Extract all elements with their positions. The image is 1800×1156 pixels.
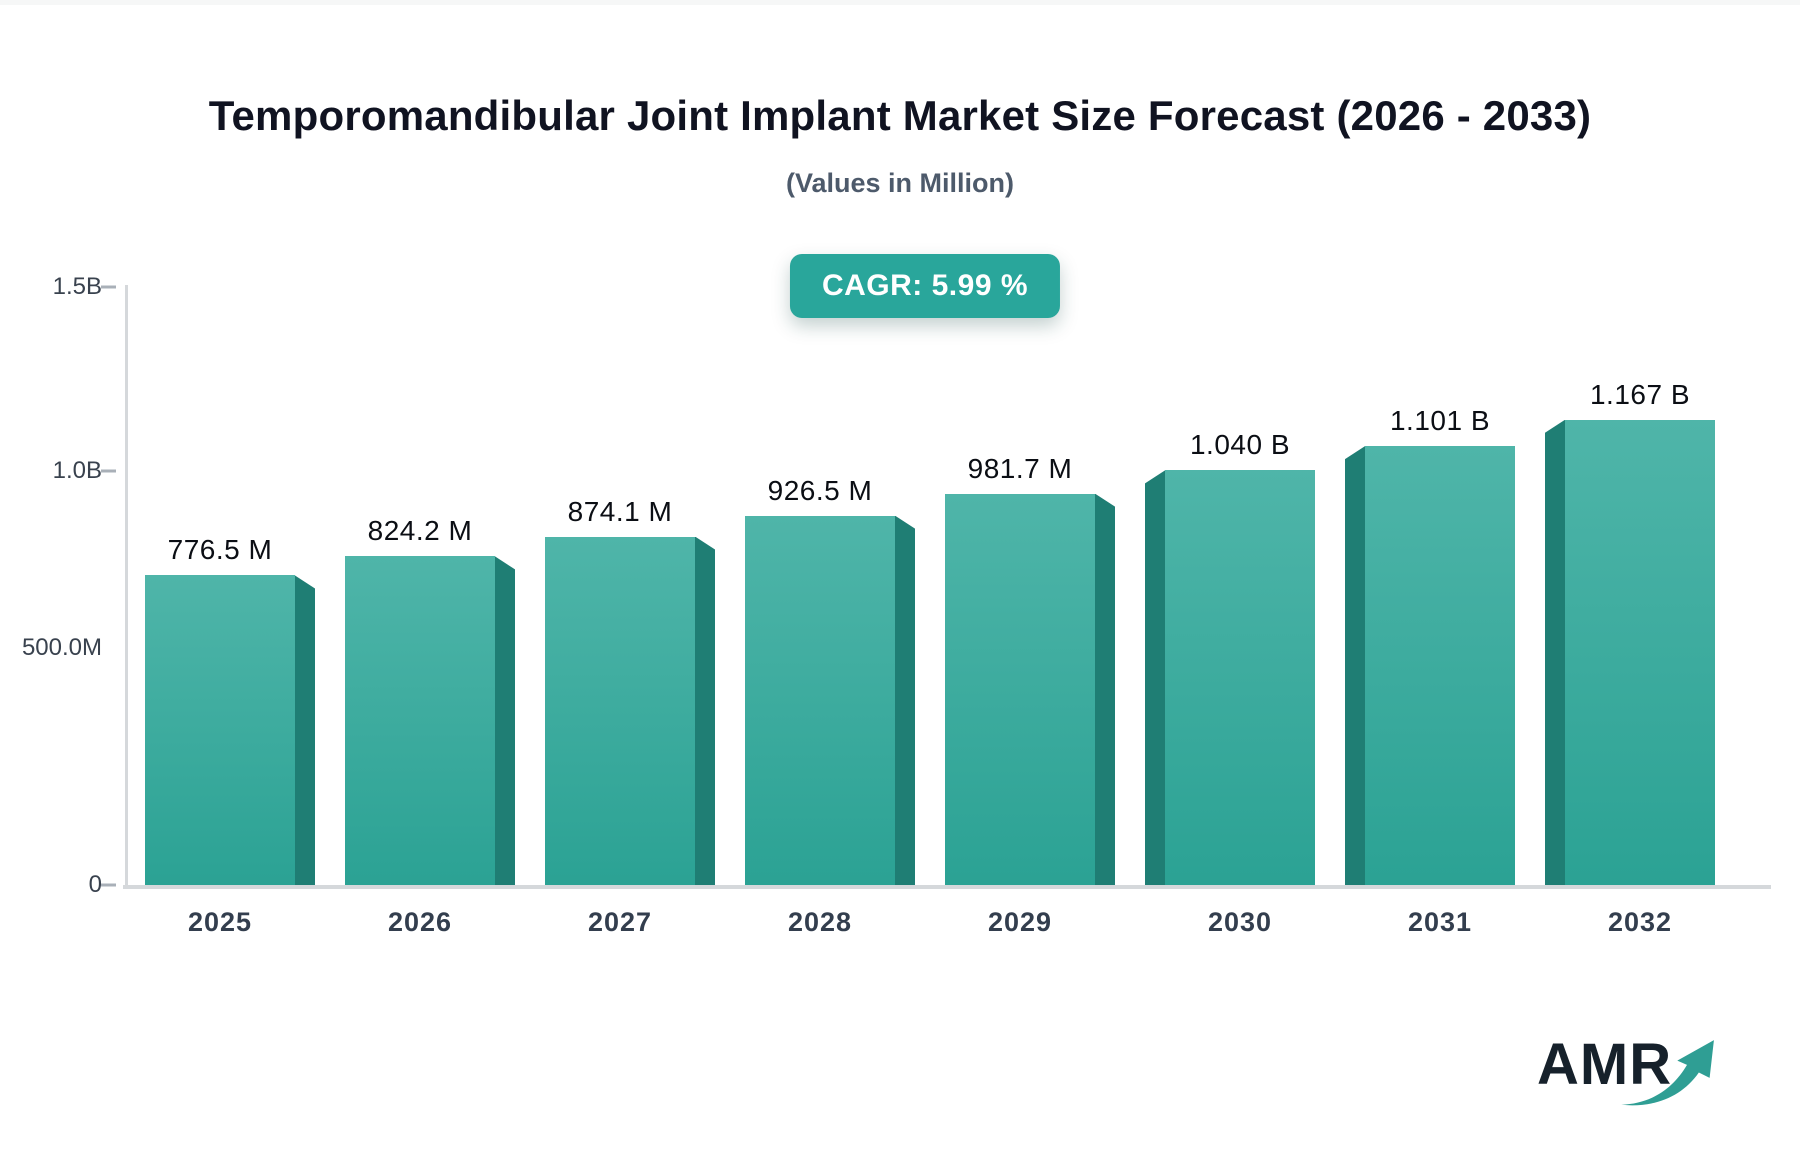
bar-face [545,536,695,885]
bar-3d-side [1095,493,1115,885]
bar-chart-plot-area: 1.5B 1.0B 500.0M 0 776.5 M 824.2 M 874.1 M… [22,273,1771,937]
bar-face [945,493,1095,885]
bar-3d-side [1345,446,1365,885]
y-axis-label-1-5b: 1.5B [52,273,102,300]
y-axis-line [125,285,128,885]
x-axis-label-2031: 2031 [1407,907,1473,937]
x-axis-label-slot: 2032 [1530,907,1730,938]
y-axis-label-1-0b: 1.0B [52,457,102,485]
growth-arrow-icon [1621,1040,1714,1106]
bar-2030: 1.040 B [1145,429,1315,885]
bar-2026: 824.2 M [345,515,515,885]
bar-face [745,515,895,885]
x-axis-label-slot: 2025 [130,907,330,938]
bar-2031: 1.101 B [1345,405,1515,885]
bar-slot: 874.1 M [530,287,730,885]
y-axis-label-500m: 500.0M [21,634,102,662]
bar-3d-side [1145,470,1165,885]
bar-slot: 776.5 M [130,287,330,885]
chart-subtitle: (Values in Million) [785,168,1015,198]
x-axis-label-slot: 2028 [730,907,930,938]
y-axis-label-0: 0 [88,871,102,898]
bar-face [345,556,495,885]
bar-2028: 926.5 M [745,475,915,885]
x-axis-labels: 2025 2026 2027 2028 2029 2030 2031 2032 [130,907,1730,938]
bar-value-label: 776.5 M [167,534,273,566]
x-axis-label-slot: 2026 [330,907,530,938]
x-axis-label-slot: 2031 [1330,907,1530,938]
y-axis-tick [101,285,116,289]
bar-3d-side [495,556,515,885]
amr-logo-text: AMR [1537,1032,1673,1097]
cagr-badge: CAGR: 5.99 % [789,254,1061,318]
bar-2025: 776.5 M [145,534,315,885]
bar-face [1165,470,1315,885]
bar-slot: 926.5 M [730,287,930,885]
bar-slot: 1.167 B [1530,287,1730,885]
x-axis-label-slot: 2029 [930,907,1130,938]
x-axis-label-2032: 2032 [1607,907,1673,937]
x-axis-baseline [123,885,1771,889]
bar-slot: 1.101 B [1330,287,1530,885]
bar-slot: 1.040 B [1130,287,1330,885]
bar-3d-side [895,515,915,885]
bar-3d-side [295,575,315,885]
amr-logo: AMR [1537,1036,1767,1126]
x-axis-label-2026: 2026 [387,907,453,937]
x-axis-label-slot: 2027 [530,907,730,938]
bar-value-label: 926.5 M [767,474,873,506]
bar-2029: 981.7 M [945,453,1115,885]
chart-title: Temporomandibular Joint Implant Market S… [208,92,1592,139]
bar-3d-side [695,536,715,885]
x-axis-label-2025: 2025 [187,907,253,937]
x-axis-label-2027: 2027 [587,907,653,937]
bar-value-label: 1.040 B [1189,429,1291,461]
x-axis-label-2029: 2029 [987,907,1053,937]
bar-face [1565,419,1715,885]
x-axis-label-2028: 2028 [787,907,853,937]
bar-value-label: 874.1 M [567,495,673,527]
bar-3d-side [1545,419,1565,885]
bars: 776.5 M 824.2 M 874.1 M 926.5 M 981.7 M 1.040… [130,287,1730,885]
bar-value-label: 1.167 B [1589,378,1691,410]
top-border-strip [0,0,1800,5]
bar-value-label: 1.101 B [1389,405,1491,437]
y-axis-tick [101,883,116,887]
bar-2027: 874.1 M [545,496,715,885]
bar-face [1365,446,1515,885]
x-axis-label-2030: 2030 [1207,907,1273,937]
x-axis-label-slot: 2030 [1130,907,1330,938]
bar-value-label: 981.7 M [967,452,1073,484]
y-axis-tick [101,469,116,473]
bar-face [145,575,295,885]
bar-2032: 1.167 B [1545,379,1715,885]
bar-slot: 824.2 M [330,287,530,885]
bar-value-label: 824.2 M [367,515,473,547]
bar-slot: 981.7 M [930,287,1130,885]
